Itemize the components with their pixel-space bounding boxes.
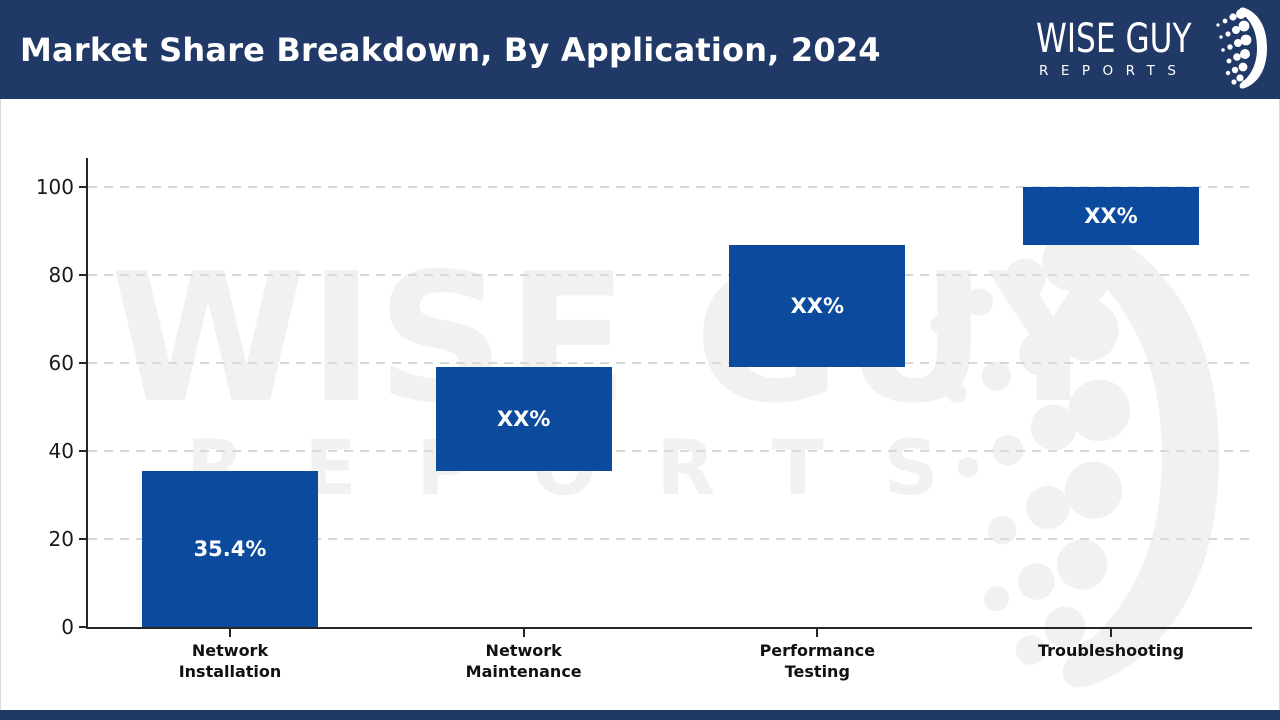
bar-segment xyxy=(435,367,612,472)
y-gridline xyxy=(88,362,1252,364)
y-axis-tick xyxy=(79,538,88,540)
chart-title: Market Share Breakdown, By Application, … xyxy=(20,30,881,69)
bar-segment xyxy=(1023,187,1199,246)
y-axis-tick xyxy=(79,362,88,364)
y-tick-label: 0 xyxy=(61,615,74,639)
footer-bar xyxy=(0,710,1280,720)
bar-value-label: 35.4% xyxy=(193,537,267,562)
y-tick-label: 60 xyxy=(48,351,74,375)
watermark-head-icon xyxy=(930,224,1220,688)
bar-segment xyxy=(729,245,906,368)
y-axis-tick xyxy=(79,626,88,628)
y-axis-tick xyxy=(79,186,88,188)
x-category-label: Network Maintenance xyxy=(465,641,582,681)
y-gridline xyxy=(88,274,1252,276)
y-axis-tick xyxy=(79,450,88,452)
x-category-label: Performance Testing xyxy=(759,641,876,681)
x-axis-tick xyxy=(229,629,231,637)
logo-wordmark: WISE GUY xyxy=(1036,16,1192,62)
y-gridline xyxy=(88,450,1252,452)
bar-value-label: XX% xyxy=(496,407,551,432)
wise-guy-logo: WISE GUY REPORTS xyxy=(1036,7,1268,89)
x-axis-spine xyxy=(86,627,1252,629)
y-tick-label: 80 xyxy=(48,263,74,287)
x-category-label: Troubleshooting xyxy=(1037,641,1185,660)
logo-head-icon xyxy=(1216,7,1267,89)
x-category-label: Network Installation xyxy=(178,641,282,681)
left-border xyxy=(0,99,1,710)
logo-subtitle: REPORTS xyxy=(1039,63,1189,79)
bar-value-label: XX% xyxy=(1084,204,1138,229)
y-gridline xyxy=(88,538,1252,540)
bar-value-label: XX% xyxy=(790,294,845,319)
y-gridline xyxy=(88,186,1252,188)
y-axis-tick xyxy=(79,274,88,276)
x-axis-tick xyxy=(522,629,525,637)
y-tick-label: 100 xyxy=(35,175,74,199)
y-tick-label: 20 xyxy=(48,527,74,551)
y-axis-spine xyxy=(86,158,88,629)
x-axis-tick xyxy=(1110,629,1112,637)
header-bar: Market Share Breakdown, By Application, … xyxy=(0,0,1280,99)
x-axis-tick xyxy=(816,629,819,637)
bar-segment xyxy=(142,471,318,627)
y-tick-label: 40 xyxy=(48,439,74,463)
